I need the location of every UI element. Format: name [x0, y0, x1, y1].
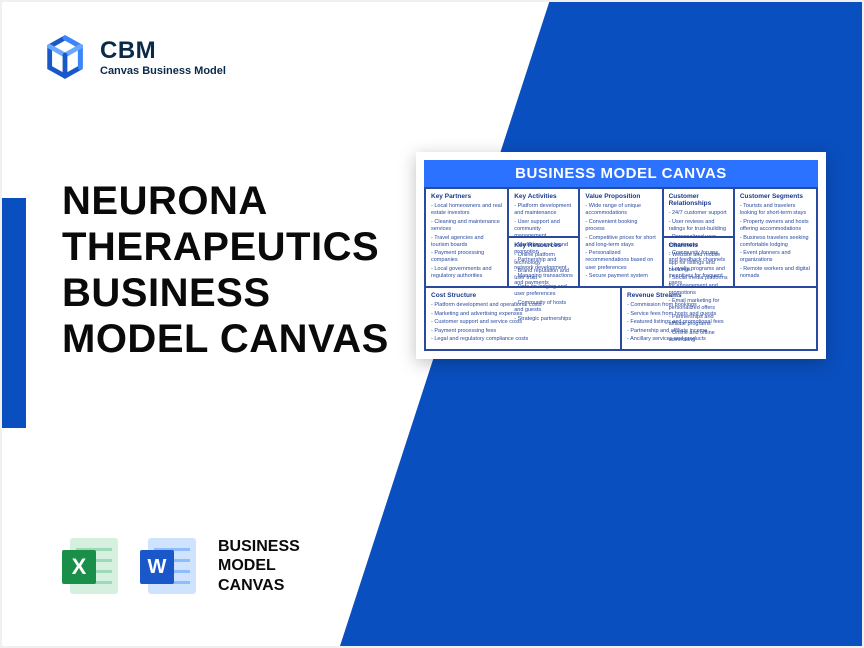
cell-list: Tourists and travelers looking for short… [740, 203, 811, 280]
list-item: Payment processing fees [431, 328, 615, 335]
list-item: Legal and regulatory compliance costs [431, 336, 615, 343]
cell-cost-structure: Cost Structure Platform development and … [425, 287, 621, 350]
list-item: Event planners and organizations [740, 250, 811, 264]
list-item: 24/7 customer support [669, 210, 728, 217]
list-item: Travel agencies and tourism boards [431, 235, 502, 249]
list-item: Ancillary services and products [627, 336, 811, 343]
excel-glyph: X [62, 550, 96, 584]
logo-subtitle: Canvas Business Model [100, 65, 226, 77]
cell-revenue-streams: Revenue Streams Commission from bookings… [621, 287, 817, 350]
logo-text: CBM Canvas Business Model [100, 37, 226, 77]
canvas-bottom-row: Cost Structure Platform development and … [425, 287, 817, 350]
list-item: Platform development and maintenance [514, 203, 573, 217]
list-item: Personalized recommendations based on us… [585, 250, 656, 271]
tools-label: BUSINESS MODEL CANVAS [218, 537, 300, 595]
list-item: Business travelers seeking comfortable l… [740, 235, 811, 249]
word-glyph: W [140, 550, 174, 584]
tools-label-l3: CANVAS [218, 576, 300, 595]
brand-logo: CBM Canvas Business Model [42, 34, 226, 80]
cell-title: Customer Relationships [669, 193, 728, 207]
list-item: Payment processing companies [431, 250, 502, 264]
cell-key-resources: Key Resources Online platform technology… [508, 237, 579, 286]
list-item: Cleaning and maintenance services [431, 219, 502, 233]
list-item: Wide range of unique accommodations [585, 203, 656, 217]
cell-channels: Channels Website and mobile app for list… [663, 237, 734, 286]
excel-icon: X [62, 534, 126, 598]
list-item: Secure payment system [585, 273, 656, 280]
tools-label-l2: MODEL [218, 556, 300, 575]
tools-row: X W BUSINESS MODEL CANVAS [62, 534, 300, 598]
cell-title: Revenue Streams [627, 292, 811, 299]
list-item: Featured listings and promotional fees [627, 319, 811, 326]
cell-list: Commission from bookings Service fees fro… [627, 302, 811, 344]
list-item: Service fees from hosts and guests [627, 311, 811, 318]
list-item: Online platform technology [514, 252, 573, 266]
cell-list: Local homeowners and real estate investo… [431, 203, 502, 280]
tools-label-l1: BUSINESS [218, 537, 300, 556]
cell-title: Channels [669, 242, 728, 249]
page: CBM Canvas Business Model NEURONA THERAP… [2, 2, 862, 646]
list-item: Convenient booking process [585, 219, 656, 233]
cell-customer-relationships: Customer Relationships 24/7 customer sup… [663, 188, 734, 237]
business-model-canvas: Key Partners Local homeowners and real e… [424, 187, 818, 351]
canvas-top-row: Key Partners Local homeowners and real e… [425, 188, 817, 287]
cell-list: Platform development and operational cos… [431, 302, 615, 344]
list-item: Remote workers and digital nomads [740, 266, 811, 280]
cell-title: Key Activities [514, 193, 573, 200]
col-activities-resources: Key Activities Platform development and … [508, 188, 579, 287]
list-item: Brand reputation and user trust [514, 268, 573, 282]
list-item: Property owners and hosts offering accom… [740, 219, 811, 233]
list-item: Local governments and regulatory authori… [431, 266, 502, 280]
list-item: User reviews and ratings for trust-build… [669, 219, 728, 233]
list-item: Partnership and affiliate income [627, 328, 811, 335]
cell-list: Wide range of unique accommodations Conve… [585, 203, 656, 280]
cell-key-partners: Key Partners Local homeowners and real e… [425, 188, 508, 287]
cell-title: Value Proposition [585, 193, 656, 200]
col-relationships-channels: Customer Relationships 24/7 customer sup… [663, 188, 734, 287]
cell-customer-segments: Customer Segments Tourists and travelers… [734, 188, 817, 287]
list-item: Competitive prices for short and long-te… [585, 235, 656, 249]
cell-value-proposition: Value Proposition Wide range of unique a… [579, 188, 662, 287]
cell-title: Cost Structure [431, 292, 615, 299]
list-item: Customer support and service costs [431, 319, 615, 326]
cell-title: Key Resources [514, 242, 573, 249]
list-item: Platform development and operational cos… [431, 302, 615, 309]
list-item: Commission from bookings [627, 302, 811, 309]
cell-title: Customer Segments [740, 193, 811, 200]
canvas-header: BUSINESS MODEL CANVAS [424, 160, 818, 187]
word-icon: W [140, 534, 204, 598]
cell-key-activities: Key Activities Platform development and … [508, 188, 579, 237]
left-accent-bar [2, 198, 26, 428]
page-title: NEURONA THERAPEUTICS BUSINESS MODEL CANV… [62, 178, 422, 362]
list-item: Local homeowners and real estate investo… [431, 203, 502, 217]
canvas-card: BUSINESS MODEL CANVAS Key Partners Local… [416, 152, 826, 359]
cell-title: Key Partners [431, 193, 502, 200]
logo-abbrev: CBM [100, 37, 226, 65]
list-item: Marketing and advertising expenses [431, 311, 615, 318]
list-item: Tourists and travelers looking for short… [740, 203, 811, 217]
logo-icon [42, 34, 88, 80]
list-item: Website and mobile app for listings and … [669, 252, 728, 273]
